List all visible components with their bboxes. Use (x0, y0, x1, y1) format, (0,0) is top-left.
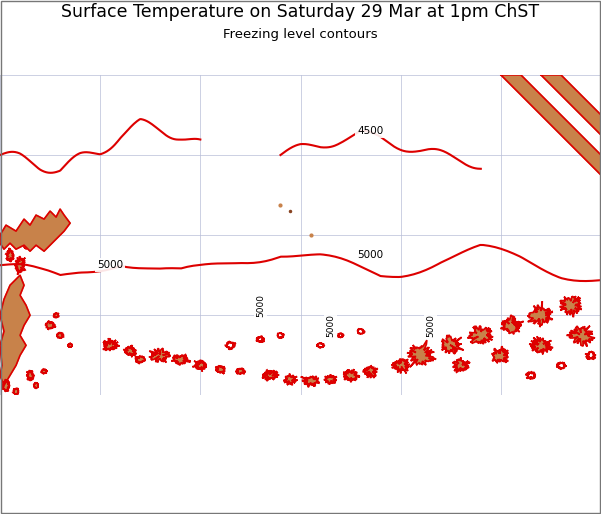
Polygon shape (0, 275, 30, 386)
Polygon shape (407, 340, 436, 367)
Polygon shape (528, 301, 553, 327)
Polygon shape (171, 355, 191, 365)
Polygon shape (103, 338, 120, 351)
Polygon shape (492, 346, 508, 363)
Polygon shape (343, 369, 360, 382)
Polygon shape (262, 370, 279, 381)
Polygon shape (192, 360, 207, 372)
Polygon shape (529, 336, 552, 355)
Polygon shape (215, 365, 225, 374)
Polygon shape (236, 368, 246, 374)
Polygon shape (26, 370, 34, 381)
Polygon shape (45, 321, 56, 330)
Text: Freezing level contours: Freezing level contours (223, 28, 378, 41)
Polygon shape (541, 75, 601, 135)
Polygon shape (283, 374, 297, 386)
Text: 5000: 5000 (97, 260, 123, 270)
Polygon shape (391, 359, 410, 374)
Text: 4500: 4500 (358, 126, 384, 136)
Polygon shape (567, 326, 595, 346)
Polygon shape (14, 256, 25, 274)
Polygon shape (41, 369, 47, 374)
Polygon shape (6, 248, 14, 262)
Polygon shape (468, 326, 493, 344)
Polygon shape (124, 345, 137, 357)
Polygon shape (34, 382, 38, 389)
Polygon shape (300, 376, 320, 387)
Text: Surface Temperature on Saturday 29 Mar at 1pm ChST: Surface Temperature on Saturday 29 Mar a… (61, 3, 540, 21)
Polygon shape (453, 357, 470, 372)
Text: 5000: 5000 (358, 250, 383, 260)
Polygon shape (135, 356, 145, 364)
Text: 5000: 5000 (326, 314, 335, 337)
Polygon shape (501, 75, 601, 175)
Polygon shape (23, 242, 29, 249)
Text: 5000: 5000 (256, 294, 265, 317)
Polygon shape (149, 348, 171, 362)
Polygon shape (560, 296, 582, 317)
Text: 5000: 5000 (426, 314, 435, 337)
Polygon shape (13, 388, 19, 395)
Polygon shape (324, 374, 337, 384)
Polygon shape (442, 335, 464, 354)
Polygon shape (67, 343, 73, 347)
Polygon shape (56, 332, 64, 339)
Polygon shape (2, 379, 10, 392)
Polygon shape (0, 209, 70, 251)
Polygon shape (53, 313, 59, 318)
Polygon shape (363, 366, 377, 378)
Polygon shape (501, 315, 523, 334)
